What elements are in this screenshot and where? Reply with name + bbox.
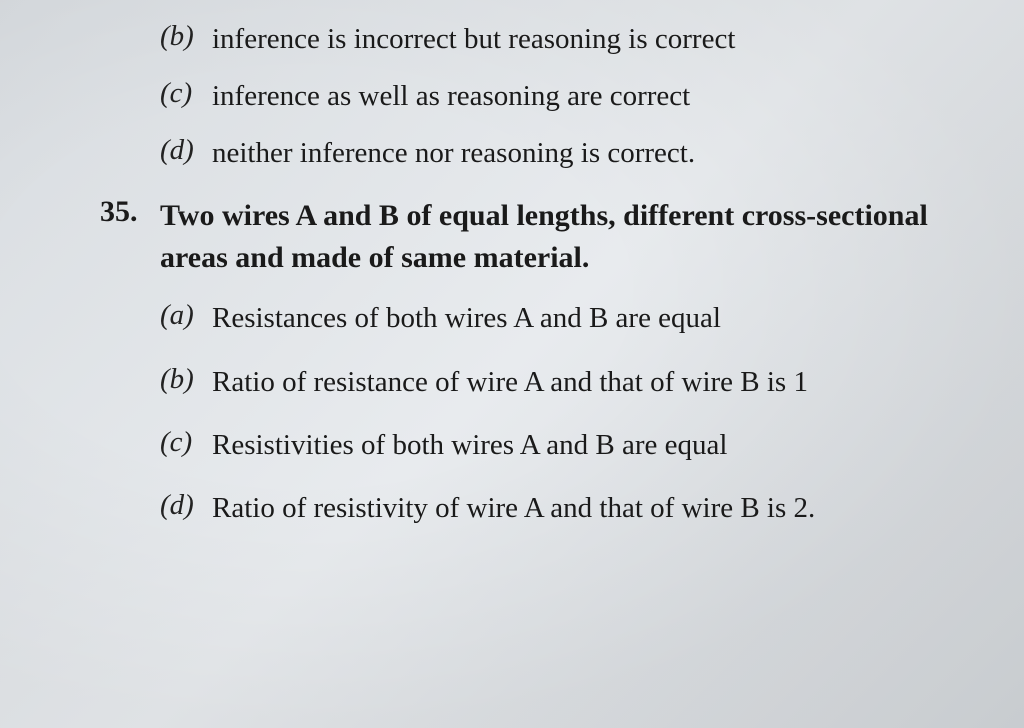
option-label: (a): [160, 299, 212, 332]
question-number: 35.: [100, 195, 160, 229]
option-text: neither inference nor reasoning is corre…: [212, 134, 695, 173]
option-row: (c) inference as well as reasoning are c…: [100, 77, 964, 116]
prior-question-options: (b) inference is incorrect but reasoning…: [100, 20, 964, 173]
option-label: (b): [160, 20, 212, 53]
option-row: (c) Resistivities of both wires A and B …: [100, 426, 964, 465]
page-content: (b) inference is incorrect but reasoning…: [100, 20, 964, 528]
option-label: (d): [160, 489, 212, 522]
option-text: Ratio of resistivity of wire A and that …: [212, 489, 815, 528]
option-text: Resistivities of both wires A and B are …: [212, 426, 727, 465]
option-text: inference is incorrect but reasoning is …: [212, 20, 735, 59]
option-text: Resistances of both wires A and B are eq…: [212, 299, 721, 338]
option-row: (b) inference is incorrect but reasoning…: [100, 20, 964, 59]
option-label: (c): [160, 77, 212, 110]
question-35: 35. Two wires A and B of equal lengths, …: [100, 195, 964, 279]
question-text: Two wires A and B of equal lengths, diff…: [160, 195, 964, 279]
option-text: Ratio of resistance of wire A and that o…: [212, 363, 808, 402]
question-35-options: (a) Resistances of both wires A and B ar…: [100, 299, 964, 528]
option-row: (d) neither inference nor reasoning is c…: [100, 134, 964, 173]
option-row: (b) Ratio of resistance of wire A and th…: [100, 363, 964, 402]
option-label: (b): [160, 363, 212, 396]
option-row: (d) Ratio of resistivity of wire A and t…: [100, 489, 964, 528]
option-text: inference as well as reasoning are corre…: [212, 77, 690, 116]
option-label: (d): [160, 134, 212, 167]
option-row: (a) Resistances of both wires A and B ar…: [100, 299, 964, 338]
option-label: (c): [160, 426, 212, 459]
